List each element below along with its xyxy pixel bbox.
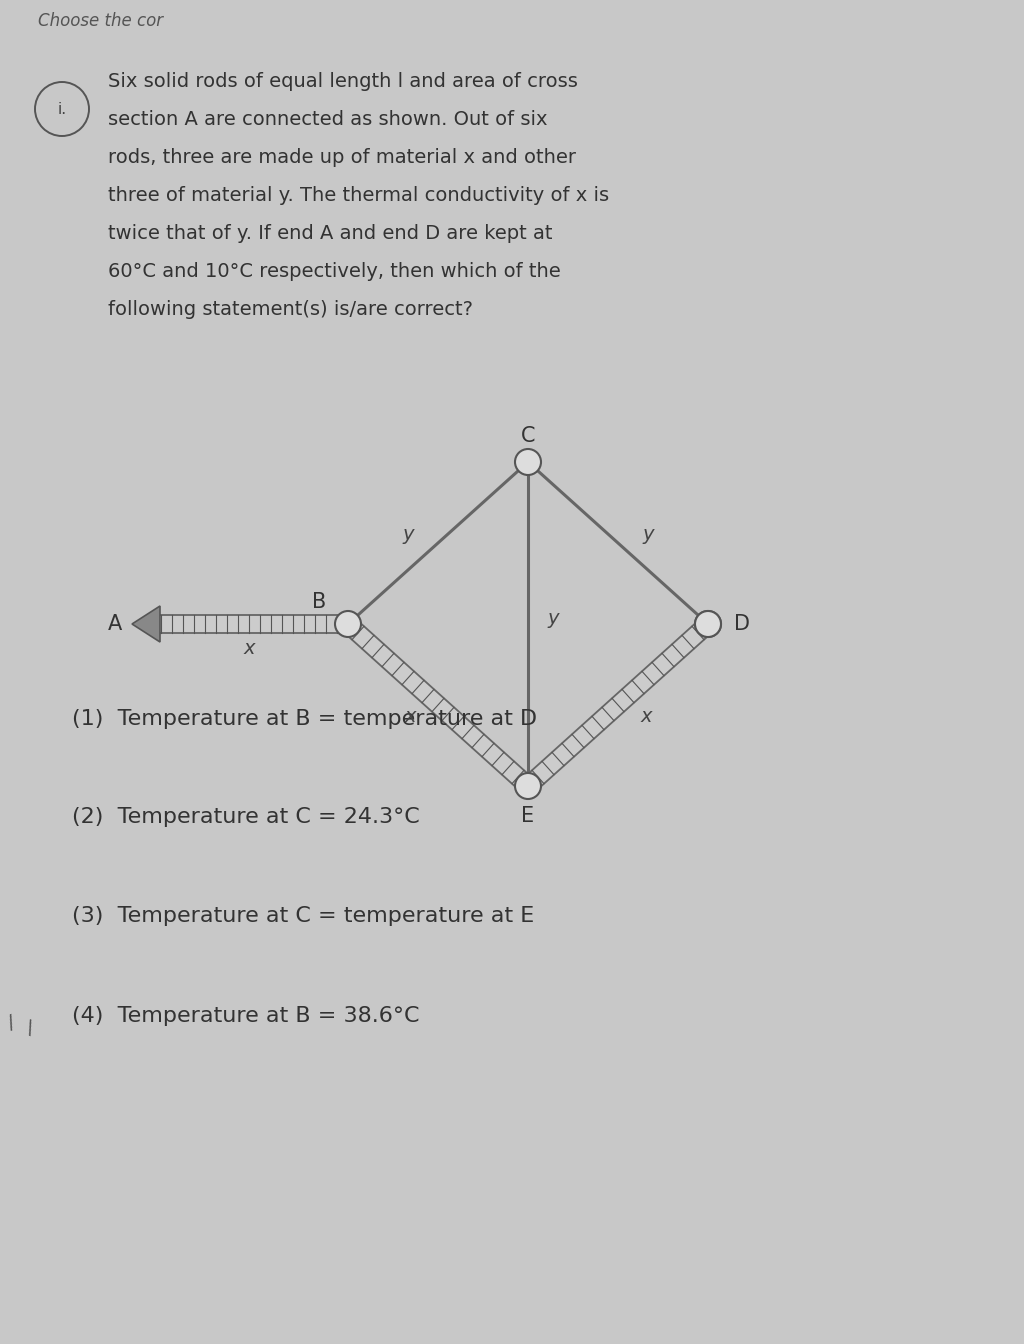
Circle shape <box>335 612 361 637</box>
Text: C: C <box>521 426 536 446</box>
Text: Choose the cor: Choose the cor <box>38 12 163 30</box>
Text: twice that of y. If end A and end D are kept at: twice that of y. If end A and end D are … <box>108 224 553 243</box>
Text: x: x <box>640 707 651 727</box>
Circle shape <box>515 449 541 474</box>
Text: y: y <box>402 526 414 544</box>
Text: A: A <box>108 614 122 634</box>
Text: E: E <box>521 806 535 827</box>
Text: (3)  Temperature at C = temperature at E: (3) Temperature at C = temperature at E <box>72 906 535 926</box>
Text: (4)  Temperature at B = 38.6°C: (4) Temperature at B = 38.6°C <box>72 1007 420 1025</box>
Polygon shape <box>342 617 535 793</box>
Polygon shape <box>522 617 714 793</box>
Text: 60°C and 10°C respectively, then which of the: 60°C and 10°C respectively, then which o… <box>108 262 561 281</box>
Polygon shape <box>150 616 348 633</box>
Text: \: \ <box>24 1017 37 1038</box>
Text: D: D <box>734 614 750 634</box>
Text: following statement(s) is/are correct?: following statement(s) is/are correct? <box>108 300 473 319</box>
Text: i.: i. <box>57 102 67 117</box>
Text: /: / <box>6 1013 18 1034</box>
Text: x: x <box>244 640 255 659</box>
Text: (2)  Temperature at C = 24.3°C: (2) Temperature at C = 24.3°C <box>72 806 420 827</box>
Text: x: x <box>404 707 416 727</box>
Text: Six solid rods of equal length l and area of cross: Six solid rods of equal length l and are… <box>108 73 578 91</box>
Circle shape <box>695 612 721 637</box>
Text: (1)  Temperature at B = temperature at D: (1) Temperature at B = temperature at D <box>72 710 538 728</box>
Text: B: B <box>311 591 326 612</box>
Circle shape <box>695 612 721 637</box>
Text: rods, three are made up of material x and other: rods, three are made up of material x an… <box>108 148 575 167</box>
Circle shape <box>515 773 541 798</box>
Text: y: y <box>642 526 653 544</box>
Polygon shape <box>132 606 160 642</box>
Text: section A are connected as shown. Out of six: section A are connected as shown. Out of… <box>108 110 548 129</box>
Text: y: y <box>547 609 559 629</box>
Text: three of material y. The thermal conductivity of x is: three of material y. The thermal conduct… <box>108 185 609 206</box>
